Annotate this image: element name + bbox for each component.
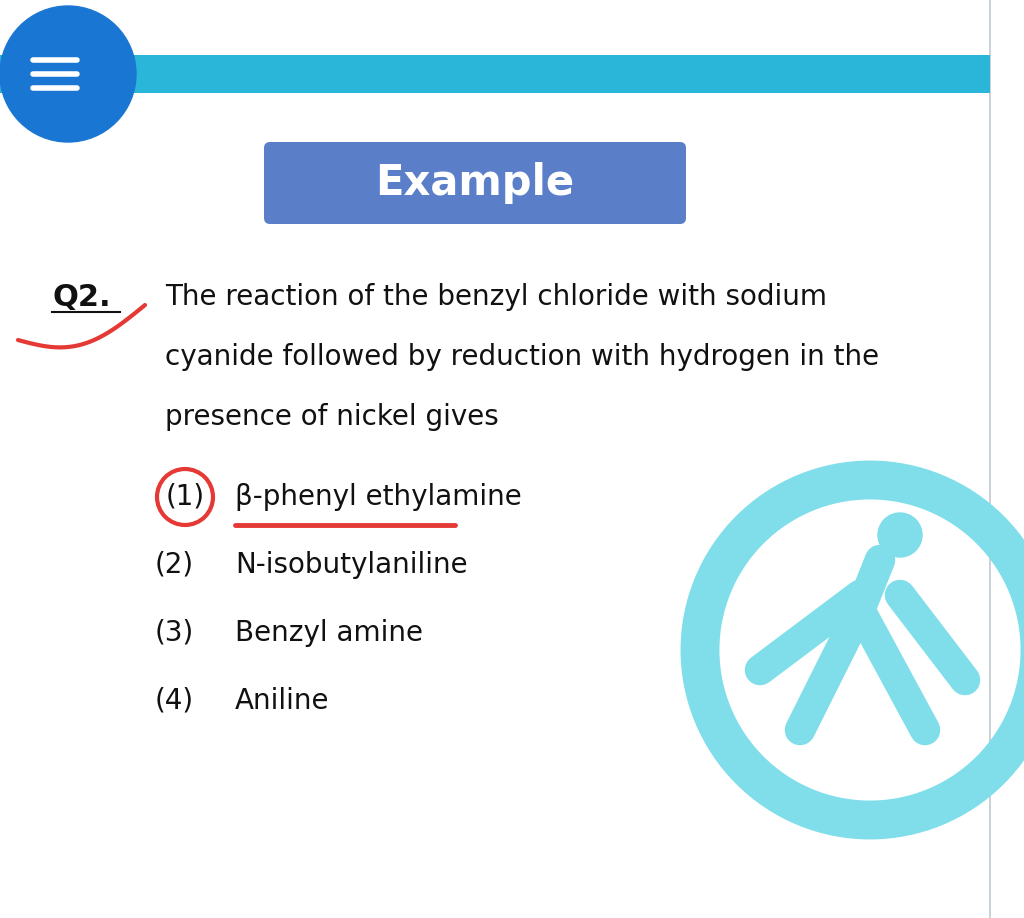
Text: presence of nickel gives: presence of nickel gives [165, 403, 499, 431]
Text: β-phenyl ethylamine: β-phenyl ethylamine [234, 483, 522, 511]
Circle shape [878, 513, 922, 557]
Text: Q2.: Q2. [52, 283, 111, 311]
Text: Aniline: Aniline [234, 687, 330, 715]
Text: (1): (1) [166, 483, 205, 511]
Text: Benzyl amine: Benzyl amine [234, 619, 423, 647]
Text: N-isobutylaniline: N-isobutylaniline [234, 551, 468, 579]
Text: cyanide followed by reduction with hydrogen in the: cyanide followed by reduction with hydro… [165, 343, 880, 371]
Text: The reaction of the benzyl chloride with sodium: The reaction of the benzyl chloride with… [165, 283, 827, 311]
Text: Example: Example [376, 162, 574, 204]
Text: (3): (3) [155, 619, 195, 647]
Bar [0, 55, 990, 93]
FancyBboxPatch shape [264, 142, 686, 224]
Text: (4): (4) [155, 687, 195, 715]
Circle shape [0, 6, 136, 142]
Text: (2): (2) [155, 551, 195, 579]
